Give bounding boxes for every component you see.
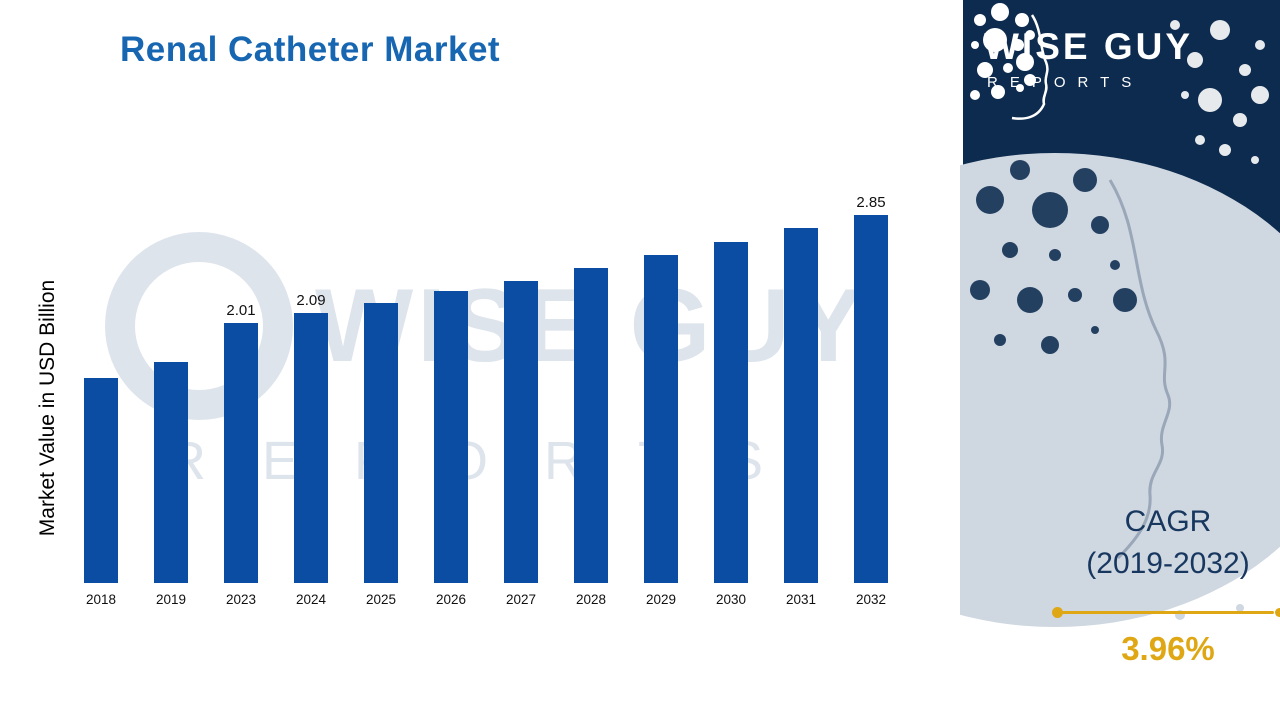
bar-2031: [784, 228, 818, 583]
x-tick-label: 2023: [225, 592, 257, 607]
bar-group: 2026: [416, 185, 486, 607]
bar-2019: [154, 362, 188, 583]
bar-value-label: 2.85: [856, 194, 886, 211]
x-tick-label: 2032: [855, 592, 887, 607]
bar-group: 2019: [136, 185, 206, 607]
cagr-divider-line: [1052, 607, 1280, 618]
bar-group: 2.85 2032: [836, 185, 906, 607]
bar-value-label: 2.09: [296, 292, 326, 309]
x-tick-label: 2018: [85, 592, 117, 607]
bar-group: 2029: [626, 185, 696, 607]
bar-2018: [84, 378, 118, 583]
head-silhouette: [960, 153, 1280, 627]
y-axis-label: Market Value in USD Billion: [36, 279, 59, 537]
bar-group: 2027: [486, 185, 556, 607]
bar-group: 2018: [66, 185, 136, 607]
bar-2030: [714, 242, 748, 583]
x-tick-label: 2026: [435, 592, 467, 607]
bar-group: 2028: [556, 185, 626, 607]
bar-group: 2.01 2023: [206, 185, 276, 607]
x-tick-label: 2027: [505, 592, 537, 607]
face-profile-line: [1108, 179, 1172, 560]
bar-2024: [294, 313, 328, 583]
bar-value-label: 2.01: [226, 302, 256, 319]
cagr-range: (2019-2032): [1086, 547, 1250, 580]
cagr-label: CAGR: [1124, 505, 1212, 538]
x-tick-label: 2028: [575, 592, 607, 607]
x-tick-label: 2031: [785, 592, 817, 607]
logo-face-icon: [970, 3, 1049, 120]
bar-2029: [644, 255, 678, 583]
page-title: Renal Catheter Market: [120, 30, 501, 69]
brain-dots-pattern: [970, 160, 1137, 354]
bar-group: 2025: [346, 185, 416, 607]
bar-group: 2.09 2024: [276, 185, 346, 607]
x-tick-label: 2019: [155, 592, 187, 607]
bar-chart: 2018 2019 2.01 2023 2.09 2024 2025 2026 2027 2028…: [66, 185, 906, 607]
x-tick-label: 2025: [365, 592, 397, 607]
panel-dots-pattern: [1170, 20, 1269, 164]
cagr-value: 3.96%: [1121, 630, 1215, 667]
bar-2023: [224, 323, 258, 583]
x-tick-label: 2030: [715, 592, 747, 607]
bar-2026: [434, 291, 468, 583]
bar-2025: [364, 303, 398, 583]
brand-panel: WISE GUY REPORTS: [960, 0, 1280, 720]
x-tick-label: 2029: [645, 592, 677, 607]
bar-group: 2030: [696, 185, 766, 607]
bar-2027: [504, 281, 538, 583]
bar-group: 2031: [766, 185, 836, 607]
bar-2028: [574, 268, 608, 583]
cagr-block: CAGR (2019-2032) 3.96%: [1052, 505, 1280, 668]
bar-2032: [854, 215, 888, 583]
x-tick-label: 2024: [295, 592, 327, 607]
